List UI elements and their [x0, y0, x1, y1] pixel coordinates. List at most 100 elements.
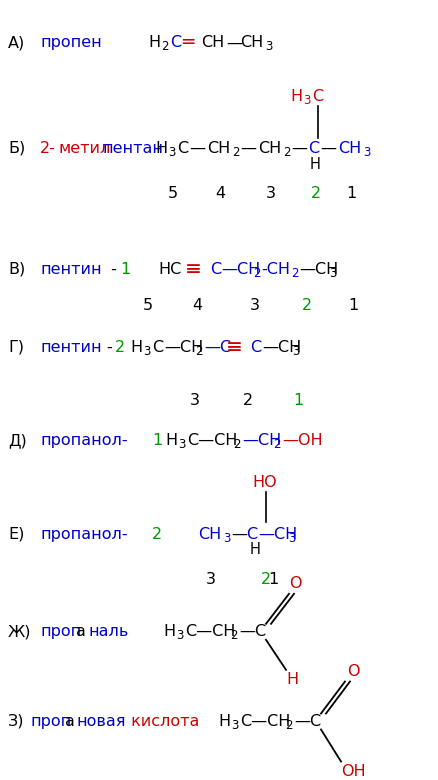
Text: 2: 2 [195, 345, 202, 357]
Text: пентан: пентан [103, 140, 164, 156]
Text: 3: 3 [329, 267, 336, 279]
Text: 3: 3 [265, 41, 272, 53]
Text: 3: 3 [206, 572, 216, 587]
Text: HC: HC [158, 261, 181, 277]
Text: —CH: —CH [164, 339, 203, 355]
Text: —: — [189, 140, 205, 156]
Text: 1: 1 [152, 433, 162, 448]
Text: CH: CH [258, 140, 281, 156]
Text: H: H [155, 140, 167, 156]
Text: пропен: пропен [40, 35, 102, 51]
Text: C: C [210, 261, 221, 277]
Text: 2: 2 [152, 526, 162, 542]
Text: —CH: —CH [242, 433, 281, 448]
Text: 3: 3 [176, 629, 184, 642]
Text: 3: 3 [231, 719, 238, 732]
Text: C: C [152, 339, 163, 355]
Text: пентин: пентин [40, 339, 102, 355]
Text: 3: 3 [178, 438, 185, 451]
Text: H: H [286, 672, 298, 687]
Text: 2: 2 [311, 186, 321, 200]
Text: Б): Б) [8, 140, 25, 156]
Text: 2: 2 [261, 572, 271, 587]
Text: Д): Д) [8, 433, 27, 448]
Text: OH: OH [341, 764, 366, 779]
Text: -CH: -CH [261, 261, 290, 277]
Text: 2: 2 [273, 438, 280, 451]
Text: 1: 1 [120, 261, 130, 277]
Text: 3: 3 [288, 532, 295, 544]
Text: —C: —C [204, 339, 231, 355]
Text: ═: ═ [182, 34, 193, 52]
Text: Ж): Ж) [8, 624, 32, 640]
Text: —: — [320, 140, 336, 156]
Text: H: H [290, 89, 302, 104]
Text: C: C [250, 339, 261, 355]
Text: 3: 3 [292, 345, 300, 357]
Text: —CH: —CH [258, 526, 297, 542]
Text: CH: CH [240, 35, 263, 51]
Text: H: H [130, 339, 142, 355]
Text: ≡: ≡ [226, 338, 243, 356]
Text: кислота: кислота [126, 714, 199, 729]
Text: H: H [218, 714, 230, 729]
Text: 2: 2 [291, 267, 299, 279]
Text: —: — [226, 35, 242, 51]
Text: Е): Е) [8, 526, 25, 542]
Text: —CH: —CH [262, 339, 301, 355]
Text: O: O [347, 664, 360, 679]
Text: H: H [250, 542, 261, 557]
Text: 2: 2 [285, 719, 293, 732]
Text: а: а [76, 624, 86, 640]
Text: -: - [106, 339, 112, 355]
Text: —: — [231, 526, 247, 542]
Text: 2: 2 [233, 438, 240, 451]
Text: 4: 4 [215, 186, 225, 200]
Text: 2: 2 [243, 393, 253, 408]
Text: 2: 2 [302, 298, 312, 313]
Text: CH: CH [338, 140, 361, 156]
Text: проп: проп [40, 624, 81, 640]
Text: 2: 2 [283, 146, 290, 158]
Text: CH: CH [201, 35, 224, 51]
Text: CH: CH [198, 526, 221, 542]
Text: 3: 3 [266, 186, 276, 200]
Text: новая: новая [77, 714, 127, 729]
Text: 3: 3 [143, 345, 150, 357]
Text: 1: 1 [346, 186, 356, 200]
Text: —OH: —OH [282, 433, 323, 448]
Text: пропанол-: пропанол- [40, 526, 127, 542]
Text: C—CH: C—CH [240, 714, 290, 729]
Text: 5: 5 [168, 186, 178, 200]
Text: C: C [308, 140, 319, 156]
Text: 1: 1 [348, 298, 358, 313]
Text: -: - [106, 261, 117, 277]
Text: C—CH: C—CH [185, 624, 235, 640]
Text: А): А) [8, 35, 25, 51]
Text: —C: —C [239, 624, 266, 640]
Text: наль: наль [88, 624, 128, 640]
Text: метил: метил [58, 140, 110, 156]
Text: пентин: пентин [40, 261, 102, 277]
Text: 2: 2 [232, 146, 240, 158]
Text: 3: 3 [363, 146, 371, 158]
Text: 5: 5 [143, 298, 153, 313]
Text: пропанол-: пропанол- [40, 433, 127, 448]
Text: ≡: ≡ [185, 260, 202, 278]
Text: O: O [289, 576, 301, 591]
Text: 3: 3 [223, 532, 230, 544]
Text: —C: —C [294, 714, 321, 729]
Text: H: H [165, 433, 177, 448]
Text: З): З) [8, 714, 25, 729]
Text: —: — [291, 140, 307, 156]
Text: C: C [246, 526, 257, 542]
Text: 2: 2 [230, 629, 237, 642]
Text: —CH: —CH [299, 261, 338, 277]
Text: 2: 2 [253, 267, 261, 279]
Text: —: — [240, 140, 256, 156]
Text: 3: 3 [250, 298, 260, 313]
Text: 1: 1 [268, 572, 278, 587]
Text: Г): Г) [8, 339, 24, 355]
Text: C: C [170, 35, 181, 51]
Text: В): В) [8, 261, 25, 277]
